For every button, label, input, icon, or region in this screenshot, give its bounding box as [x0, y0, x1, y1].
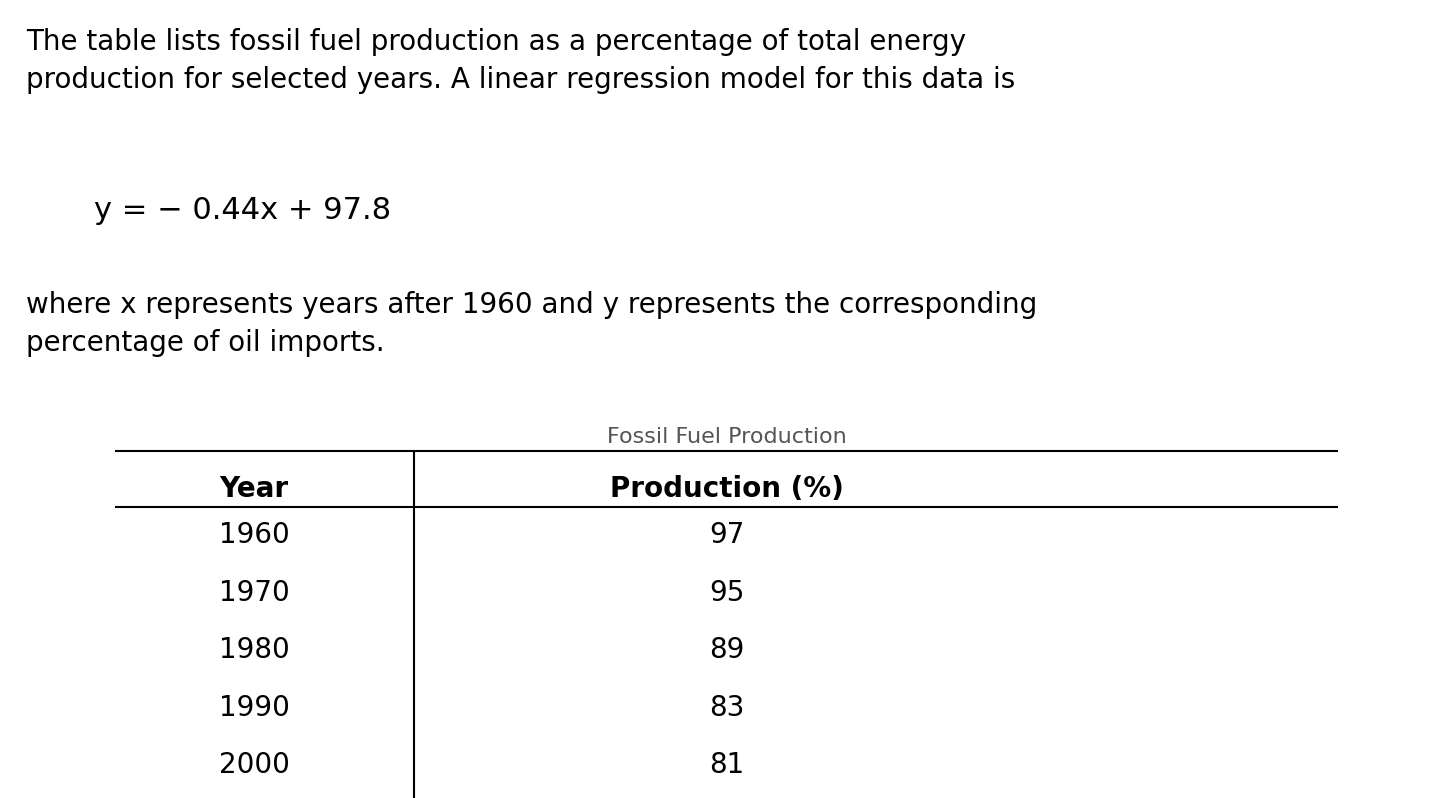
Text: 97: 97: [709, 521, 744, 550]
Text: Production (%): Production (%): [610, 475, 843, 503]
Text: y = − 0.44x + 97.8: y = − 0.44x + 97.8: [94, 196, 391, 224]
Text: Year: Year: [219, 475, 289, 503]
Text: 81: 81: [709, 751, 744, 780]
Text: 83: 83: [709, 693, 744, 722]
Text: The table lists fossil fuel production as a percentage of total energy
productio: The table lists fossil fuel production a…: [26, 28, 1016, 94]
Text: 89: 89: [709, 636, 744, 665]
Text: 2000: 2000: [219, 751, 289, 780]
Text: 1990: 1990: [219, 693, 289, 722]
Text: Fossil Fuel Production: Fossil Fuel Production: [606, 427, 847, 447]
Text: 95: 95: [709, 579, 744, 607]
Text: 1970: 1970: [219, 579, 289, 607]
Text: 1960: 1960: [219, 521, 289, 550]
Text: where x represents years after 1960 and y represents the corresponding
percentag: where x represents years after 1960 and …: [26, 291, 1037, 358]
Text: 1980: 1980: [219, 636, 289, 665]
